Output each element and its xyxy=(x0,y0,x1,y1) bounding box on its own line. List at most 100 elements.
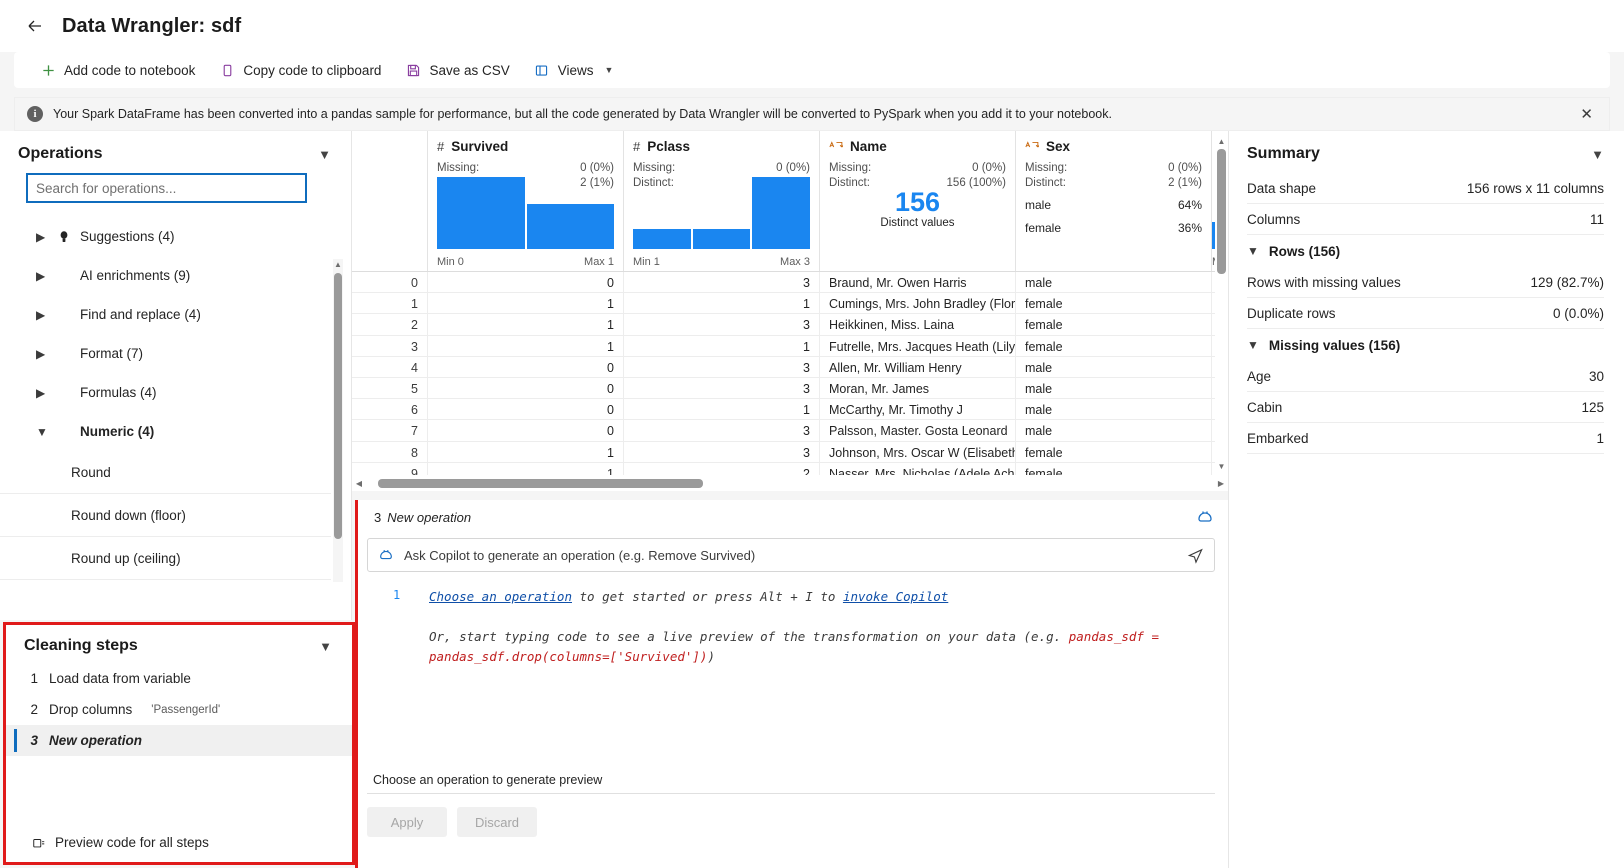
table-cell-survived[interactable]: 0 xyxy=(428,420,624,441)
table-cell-sex[interactable]: male xyxy=(1016,420,1212,441)
summary-group-missing-values[interactable]: ▼ Missing values (156) xyxy=(1247,329,1604,361)
column-header-pclass[interactable]: # Pclass Missing: 0 (0%) Distinct: 3 (2%… xyxy=(624,131,820,271)
scrollbar-thumb[interactable] xyxy=(334,273,342,539)
cleaning-step-3[interactable]: 3 New operation xyxy=(6,725,352,756)
table-cell-pclass[interactable]: 1 xyxy=(624,293,820,314)
table-cell-pclass[interactable]: 2 xyxy=(624,462,820,475)
table-cell-name[interactable]: Heikkinen, Miss. Laina xyxy=(820,314,1016,335)
operation-item-round-up[interactable]: Round up (ceiling) xyxy=(0,537,331,580)
add-code-to-notebook-button[interactable]: Add code to notebook xyxy=(28,57,207,83)
table-cell-sex[interactable]: male xyxy=(1016,399,1212,420)
code-editor[interactable]: 1 Choose an operation to get started or … xyxy=(367,582,1215,794)
chevron-down-icon[interactable]: ▼ xyxy=(319,638,332,654)
table-row[interactable]: 5 0 3 Moran, Mr. James male xyxy=(352,377,1215,400)
operations-group-suggestions[interactable]: ▶ Suggestions (4) xyxy=(0,217,351,256)
table-row[interactable]: 2 1 3 Heikkinen, Miss. Laina female xyxy=(352,314,1215,336)
scroll-right-icon[interactable]: ▶ xyxy=(1217,478,1225,488)
operation-item-round[interactable]: Round xyxy=(0,451,331,494)
table-cell-name[interactable]: McCarthy, Mr. Timothy J xyxy=(820,399,1016,420)
discard-button[interactable]: Discard xyxy=(457,807,537,837)
table-cell-sex[interactable]: female xyxy=(1016,441,1212,462)
choose-an-operation-link[interactable]: Choose an operation xyxy=(429,589,572,604)
column-header-name[interactable]: Name Missing: 0 (0%) Distinct: 156 (100%… xyxy=(820,131,1016,271)
views-button[interactable]: Views ▼ xyxy=(522,57,626,83)
copy-code-to-clipboard-button[interactable]: Copy code to clipboard xyxy=(207,57,393,83)
save-as-csv-button[interactable]: Save as CSV xyxy=(393,57,521,83)
table-row[interactable]: 9 1 2 Nasser, Mrs. Nicholas (Adele Achem fem… xyxy=(352,462,1215,475)
scrollbar-thumb[interactable] xyxy=(1217,149,1226,274)
send-icon[interactable] xyxy=(1187,547,1204,564)
table-cell-sex[interactable]: female xyxy=(1016,335,1212,356)
table-cell-survived[interactable]: 1 xyxy=(428,441,624,462)
table-cell-name[interactable]: Moran, Mr. James xyxy=(820,377,1016,399)
table-cell-pclass[interactable]: 3 xyxy=(624,441,820,462)
grid-horizontal-scrollbar[interactable]: ◀ ▶ xyxy=(352,475,1228,491)
table-row[interactable]: 1 1 1 Cumings, Mrs. John Bradley (Florenc fe… xyxy=(352,293,1215,315)
table-row[interactable]: 7 0 3 Palsson, Master. Gosta Leonard male xyxy=(352,420,1215,442)
table-row[interactable]: 8 1 3 Johnson, Mrs. Oscar W (Elisabeth Vil f… xyxy=(352,441,1215,463)
summary-group-rows[interactable]: ▼ Rows (156) xyxy=(1247,235,1604,267)
table-cell-name[interactable]: Cumings, Mrs. John Bradley (Florenc xyxy=(820,293,1016,314)
copilot-icon[interactable] xyxy=(1196,508,1214,526)
operations-group-numeric[interactable]: ▼ Numeric (4) xyxy=(0,412,351,451)
column-header-survived[interactable]: # Survived Missing: 0 (0%) Distinct: 2 (… xyxy=(428,131,624,271)
chevron-down-icon[interactable]: ▼ xyxy=(1591,146,1604,162)
copilot-input-box[interactable]: Ask Copilot to generate an operation (e.… xyxy=(367,538,1215,572)
table-cell-pclass[interactable]: 3 xyxy=(624,420,820,441)
operations-group-format[interactable]: ▶ Format (7) xyxy=(0,334,351,373)
scroll-down-icon[interactable]: ▼ xyxy=(1217,462,1226,471)
scrollbar-track[interactable] xyxy=(366,476,1214,490)
table-cell-survived[interactable]: 0 xyxy=(428,399,624,420)
table-row[interactable]: 4 0 3 Allen, Mr. William Henry male xyxy=(352,356,1215,378)
table-cell-sex[interactable]: male xyxy=(1016,272,1212,293)
operations-group-ai-enrichments[interactable]: ▶ AI enrichments (9) xyxy=(0,256,351,295)
operation-item-round-down[interactable]: Round down (floor) xyxy=(0,494,331,537)
operations-group-find-and-replace[interactable]: ▶ Find and replace (4) xyxy=(0,295,351,334)
grid-vertical-scrollbar[interactable]: ▲ ▼ xyxy=(1215,131,1228,491)
table-cell-pclass[interactable]: 3 xyxy=(624,356,820,377)
table-cell-pclass[interactable]: 3 xyxy=(624,314,820,335)
operations-scrollbar[interactable]: ▲ ▼ xyxy=(333,259,343,582)
cleaning-step-1[interactable]: 1 Load data from variable xyxy=(6,663,352,694)
table-cell-sex[interactable]: female xyxy=(1016,293,1212,314)
table-cell-pclass[interactable]: 3 xyxy=(624,377,820,399)
table-cell-name[interactable]: Braund, Mr. Owen Harris xyxy=(820,272,1016,293)
table-cell-survived[interactable]: 0 xyxy=(428,356,624,377)
apply-button[interactable]: Apply xyxy=(367,807,447,837)
scroll-up-icon[interactable]: ▲ xyxy=(1217,137,1226,146)
scroll-up-icon[interactable]: ▲ xyxy=(334,259,342,269)
close-icon[interactable]: ✕ xyxy=(1580,106,1593,123)
table-cell-survived[interactable]: 1 xyxy=(428,293,624,314)
scroll-left-icon[interactable]: ◀ xyxy=(355,478,363,488)
copilot-input-placeholder[interactable]: Ask Copilot to generate an operation (e.… xyxy=(404,547,756,563)
column-header-sex[interactable]: Sex Missing: 0 (0%) Distinct: 2 (1%) mal… xyxy=(1016,131,1212,271)
operations-group-formulas[interactable]: ▶ Formulas (4) xyxy=(0,373,351,412)
column-header-partial[interactable]: # M Di Mi xyxy=(1212,131,1215,271)
table-cell-sex[interactable]: male xyxy=(1016,356,1212,377)
table-cell-sex[interactable]: female xyxy=(1016,462,1212,475)
invoke-copilot-link[interactable]: invoke Copilot xyxy=(842,589,949,604)
table-cell-name[interactable]: Futrelle, Mrs. Jacques Heath (Lily Ma xyxy=(820,335,1016,356)
table-cell-pclass[interactable]: 3 xyxy=(624,272,820,293)
table-cell-name[interactable]: Palsson, Master. Gosta Leonard xyxy=(820,420,1016,441)
table-cell-survived[interactable]: 1 xyxy=(428,462,624,475)
search-input[interactable] xyxy=(26,173,307,203)
table-row[interactable]: 0 0 3 Braund, Mr. Owen Harris male xyxy=(352,272,1215,294)
table-cell-pclass[interactable]: 1 xyxy=(624,335,820,356)
preview-code-for-all-steps-button[interactable]: Preview code for all steps xyxy=(6,835,352,850)
table-cell-name[interactable]: Johnson, Mrs. Oscar W (Elisabeth Vil xyxy=(820,441,1016,462)
scrollbar-thumb[interactable] xyxy=(378,479,703,488)
arrow-left-icon[interactable] xyxy=(22,13,48,39)
table-cell-survived[interactable]: 1 xyxy=(428,335,624,356)
chevron-down-icon[interactable]: ▼ xyxy=(318,146,331,162)
table-row[interactable]: 3 1 1 Futrelle, Mrs. Jacques Heath (Lily Ma… xyxy=(352,335,1215,357)
table-cell-sex[interactable]: male xyxy=(1016,377,1212,399)
table-cell-survived[interactable]: 0 xyxy=(428,377,624,399)
table-cell-survived[interactable]: 0 xyxy=(428,272,624,293)
table-cell-pclass[interactable]: 1 xyxy=(624,399,820,420)
table-cell-survived[interactable]: 1 xyxy=(428,314,624,335)
cleaning-step-2[interactable]: 2 Drop columns 'PassengerId' xyxy=(6,694,352,725)
operation-item-scale-minmax[interactable]: Scale by min/max values xyxy=(0,580,331,582)
table-cell-name[interactable]: Nasser, Mrs. Nicholas (Adele Achem xyxy=(820,462,1016,475)
